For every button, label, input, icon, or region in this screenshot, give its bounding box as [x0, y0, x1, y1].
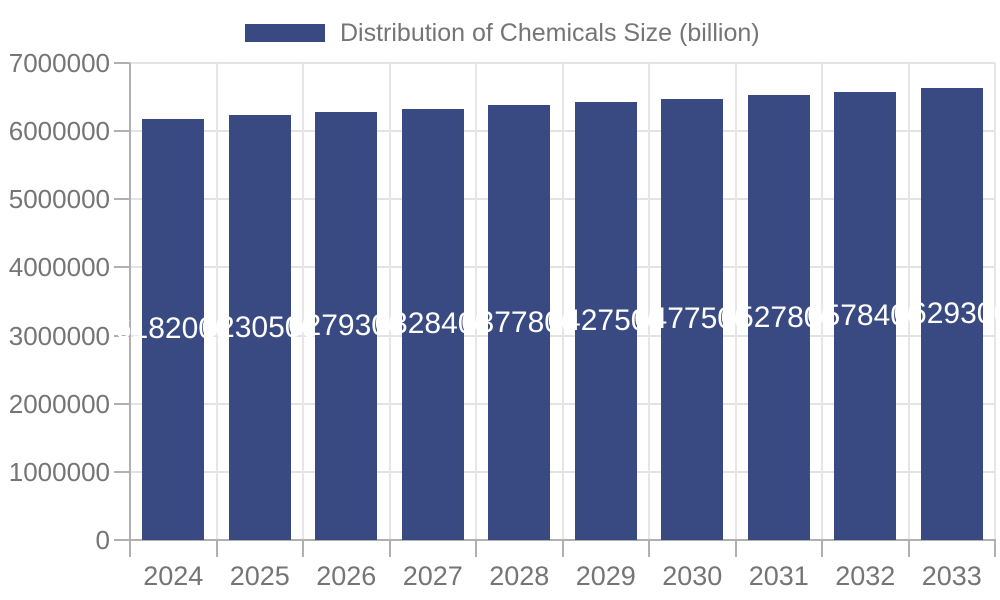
y-axis-label: 7000000: [8, 48, 110, 78]
x-axis-tick: [734, 540, 737, 557]
y-axis-label: 0: [95, 525, 110, 555]
x-axis-label: 2026: [316, 561, 377, 591]
y-axis-tick: [114, 266, 130, 269]
x-axis-label: 2032: [835, 561, 896, 591]
x-axis-label: 2031: [748, 561, 809, 591]
x-axis-tick: [302, 540, 304, 557]
x-axis-label: 2028: [489, 561, 550, 591]
x-axis-tick: [215, 540, 218, 557]
bar[interactable]: [488, 105, 551, 540]
x-axis-tick: [561, 540, 564, 557]
x-gridline: [648, 63, 650, 540]
y-axis-tick: [114, 62, 130, 64]
x-axis-tick: [994, 540, 996, 557]
x-gridline: [475, 63, 477, 540]
x-axis-tick: [475, 540, 477, 557]
bar[interactable]: [142, 118, 205, 540]
x-gridline: [302, 63, 304, 540]
x-axis-tick: [648, 540, 650, 557]
y-axis-label: 3000000: [8, 320, 110, 351]
x-axis-tick: [907, 540, 910, 557]
y-axis-line: [129, 63, 131, 557]
x-axis-line: [114, 539, 996, 541]
bar[interactable]: [747, 95, 810, 540]
y-axis-tick: [114, 334, 130, 337]
x-gridline: [561, 63, 564, 540]
y-axis-tick: [114, 130, 130, 133]
x-axis-label: 2033: [921, 561, 982, 591]
y-axis-label: 5000000: [8, 184, 110, 215]
legend-swatch: [245, 24, 325, 42]
x-gridline: [821, 63, 823, 540]
y-axis-tick: [114, 470, 130, 473]
bar[interactable]: [834, 91, 897, 540]
x-gridline: [994, 63, 996, 540]
y-axis-label: 4000000: [8, 252, 110, 283]
x-gridline: [388, 63, 391, 540]
y-axis-tick: [114, 198, 130, 201]
x-axis-tick: [388, 540, 391, 557]
y-axis-label: 1000000: [8, 456, 110, 487]
x-axis-tick: [821, 540, 823, 557]
x-axis-label: 2025: [229, 561, 290, 591]
y-axis-label: 2000000: [8, 388, 110, 419]
bar[interactable]: [920, 88, 983, 540]
bar[interactable]: [228, 115, 291, 540]
legend-label: Distribution of Chemicals Size (billion): [340, 19, 760, 47]
x-axis-label: 2030: [662, 561, 723, 591]
x-gridline: [734, 63, 737, 540]
x-axis-label: 2024: [143, 561, 204, 591]
bar[interactable]: [574, 102, 637, 540]
bar[interactable]: [315, 112, 378, 540]
x-axis-label: 2027: [402, 561, 463, 591]
x-axis-label: 2029: [575, 561, 636, 591]
x-gridline: [907, 63, 910, 540]
y-axis-label: 6000000: [8, 116, 110, 147]
bar[interactable]: [661, 98, 724, 540]
y-axis-tick: [114, 402, 130, 405]
x-gridline: [215, 63, 218, 540]
bar[interactable]: [401, 108, 464, 540]
